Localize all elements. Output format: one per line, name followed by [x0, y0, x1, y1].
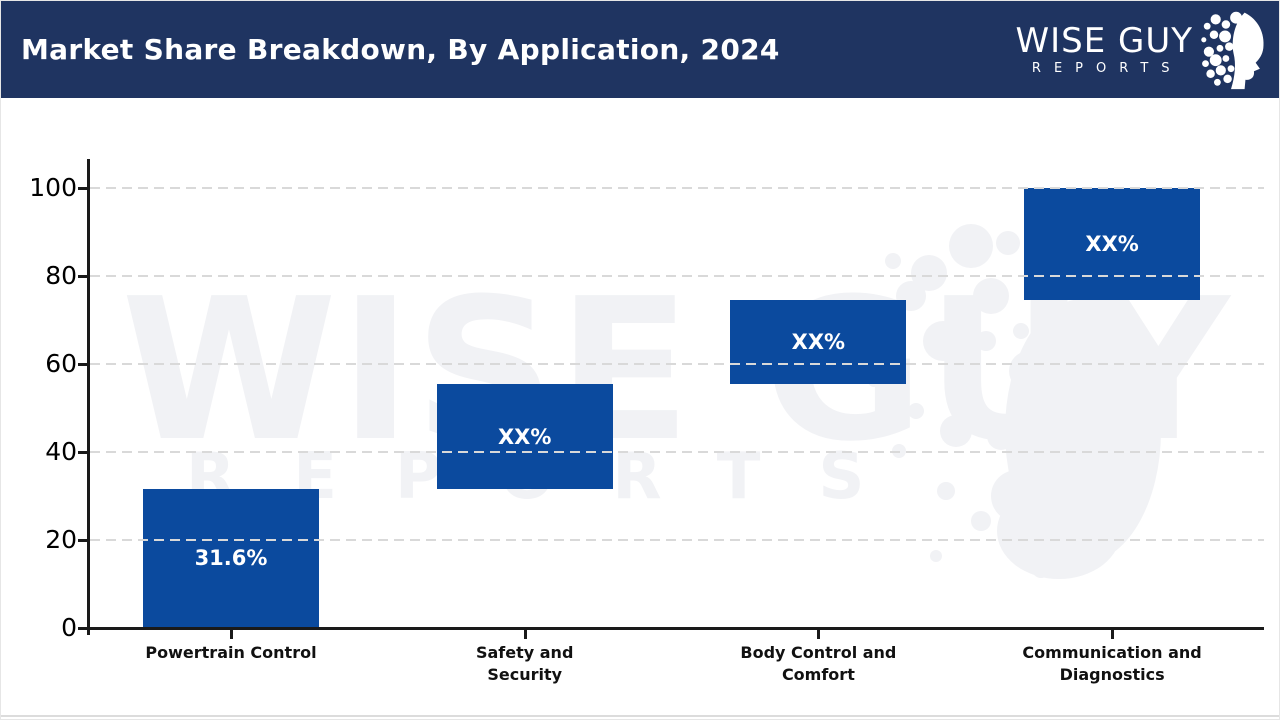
x-tick-mark-communication-and-diagnostics	[1111, 630, 1115, 639]
y-tick-label-80: 80	[45, 261, 77, 290]
y-tick-mark-80	[78, 275, 88, 278]
bar-safety-and-security: XX%	[436, 384, 613, 489]
x-category-label-communication-and-diagnostics: Communication and Diagnostics	[1022, 643, 1202, 684]
x-category-label-powertrain-control: Powertrain Control	[145, 643, 317, 662]
x-category-label-safety-and-security: Safety and Security	[475, 643, 574, 684]
bar-powertrain-control: 31.6%	[143, 488, 319, 628]
y-tick-label-40: 40	[45, 437, 77, 466]
header-bar: Market Share Breakdown, By Application, …	[1, 1, 1279, 98]
brand-logo-text: WISE GUY REPORTS	[1015, 20, 1193, 77]
footer-divider	[1, 715, 1279, 717]
bar-value-label-powertrain-control: 31.6%	[194, 546, 268, 571]
y-tick-label-60: 60	[45, 349, 77, 378]
page-title: Market Share Breakdown, By Application, …	[21, 33, 780, 66]
watermark-head-dots-icon	[868, 224, 1161, 579]
y-tick-label-0: 0	[61, 613, 77, 642]
bar-value-label-safety-and-security: XX%	[497, 424, 552, 449]
y-axis-line	[87, 159, 90, 635]
brand-subtitle: REPORTS	[1031, 61, 1183, 77]
x-tick-mark-body-control-and-comfort	[817, 630, 821, 639]
gridline-40	[90, 451, 1264, 453]
x-category-label-body-control-and-comfort: Body Control and Comfort	[740, 643, 897, 684]
y-tick-mark-100	[78, 187, 88, 190]
bar-value-label-body-control-and-comfort: XX%	[791, 330, 846, 355]
brand-name: WISE GUY	[1015, 20, 1193, 61]
bar-value-label-communication-and-diagnostics: XX%	[1085, 232, 1139, 257]
brand-head-icon	[1201, 11, 1264, 90]
y-tick-mark-40	[78, 451, 88, 454]
brand-logo: WISE GUY REPORTS	[1015, 7, 1265, 93]
x-axis-line	[87, 627, 1264, 630]
y-tick-mark-60	[78, 363, 88, 366]
y-tick-mark-0	[78, 627, 88, 630]
y-tick-label-100: 100	[29, 173, 77, 202]
bar-communication-and-diagnostics: XX%	[1024, 188, 1201, 301]
x-tick-mark-safety-and-security	[523, 630, 527, 639]
y-tick-mark-20	[78, 539, 88, 542]
gridline-80	[90, 275, 1264, 277]
gridline-100	[90, 187, 1264, 189]
bar-body-control-and-comfort: XX%	[730, 300, 907, 385]
y-tick-label-20: 20	[45, 525, 77, 554]
gridline-60	[90, 363, 1264, 365]
gridline-20	[90, 539, 1264, 541]
x-tick-mark-powertrain-control	[230, 630, 233, 639]
